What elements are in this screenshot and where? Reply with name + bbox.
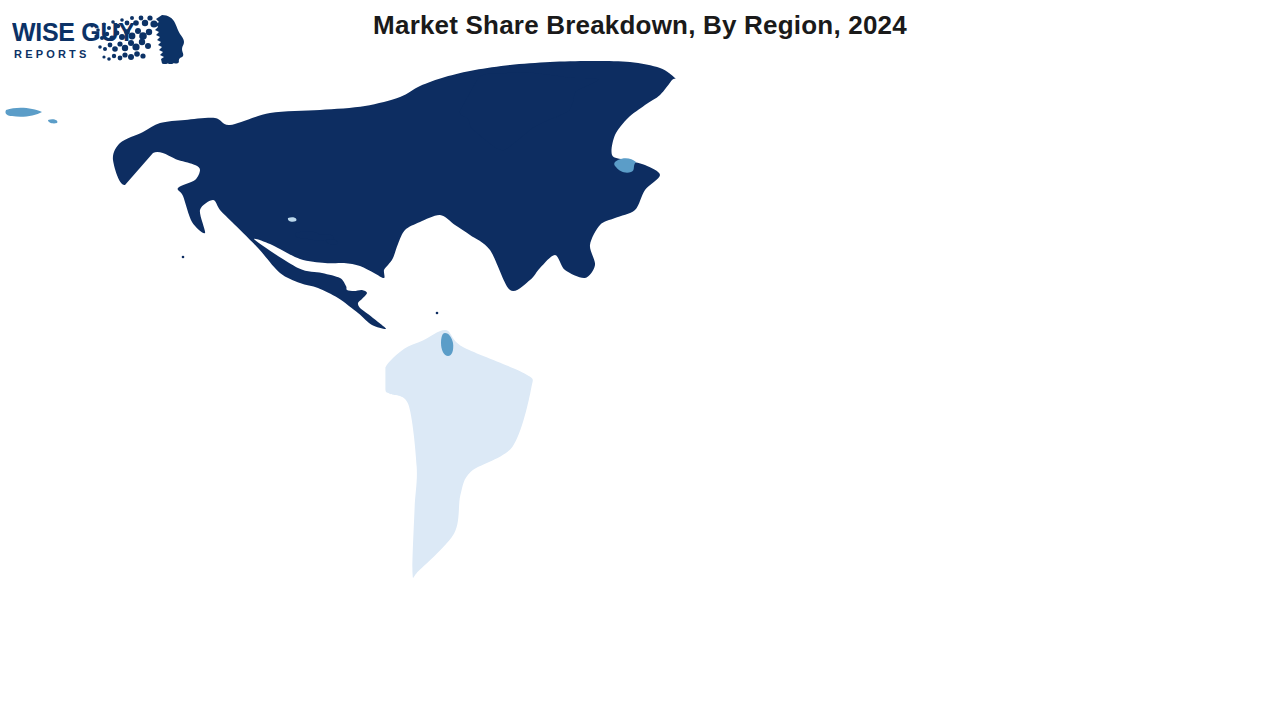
svg-text:REPORTS: REPORTS: [14, 48, 90, 60]
